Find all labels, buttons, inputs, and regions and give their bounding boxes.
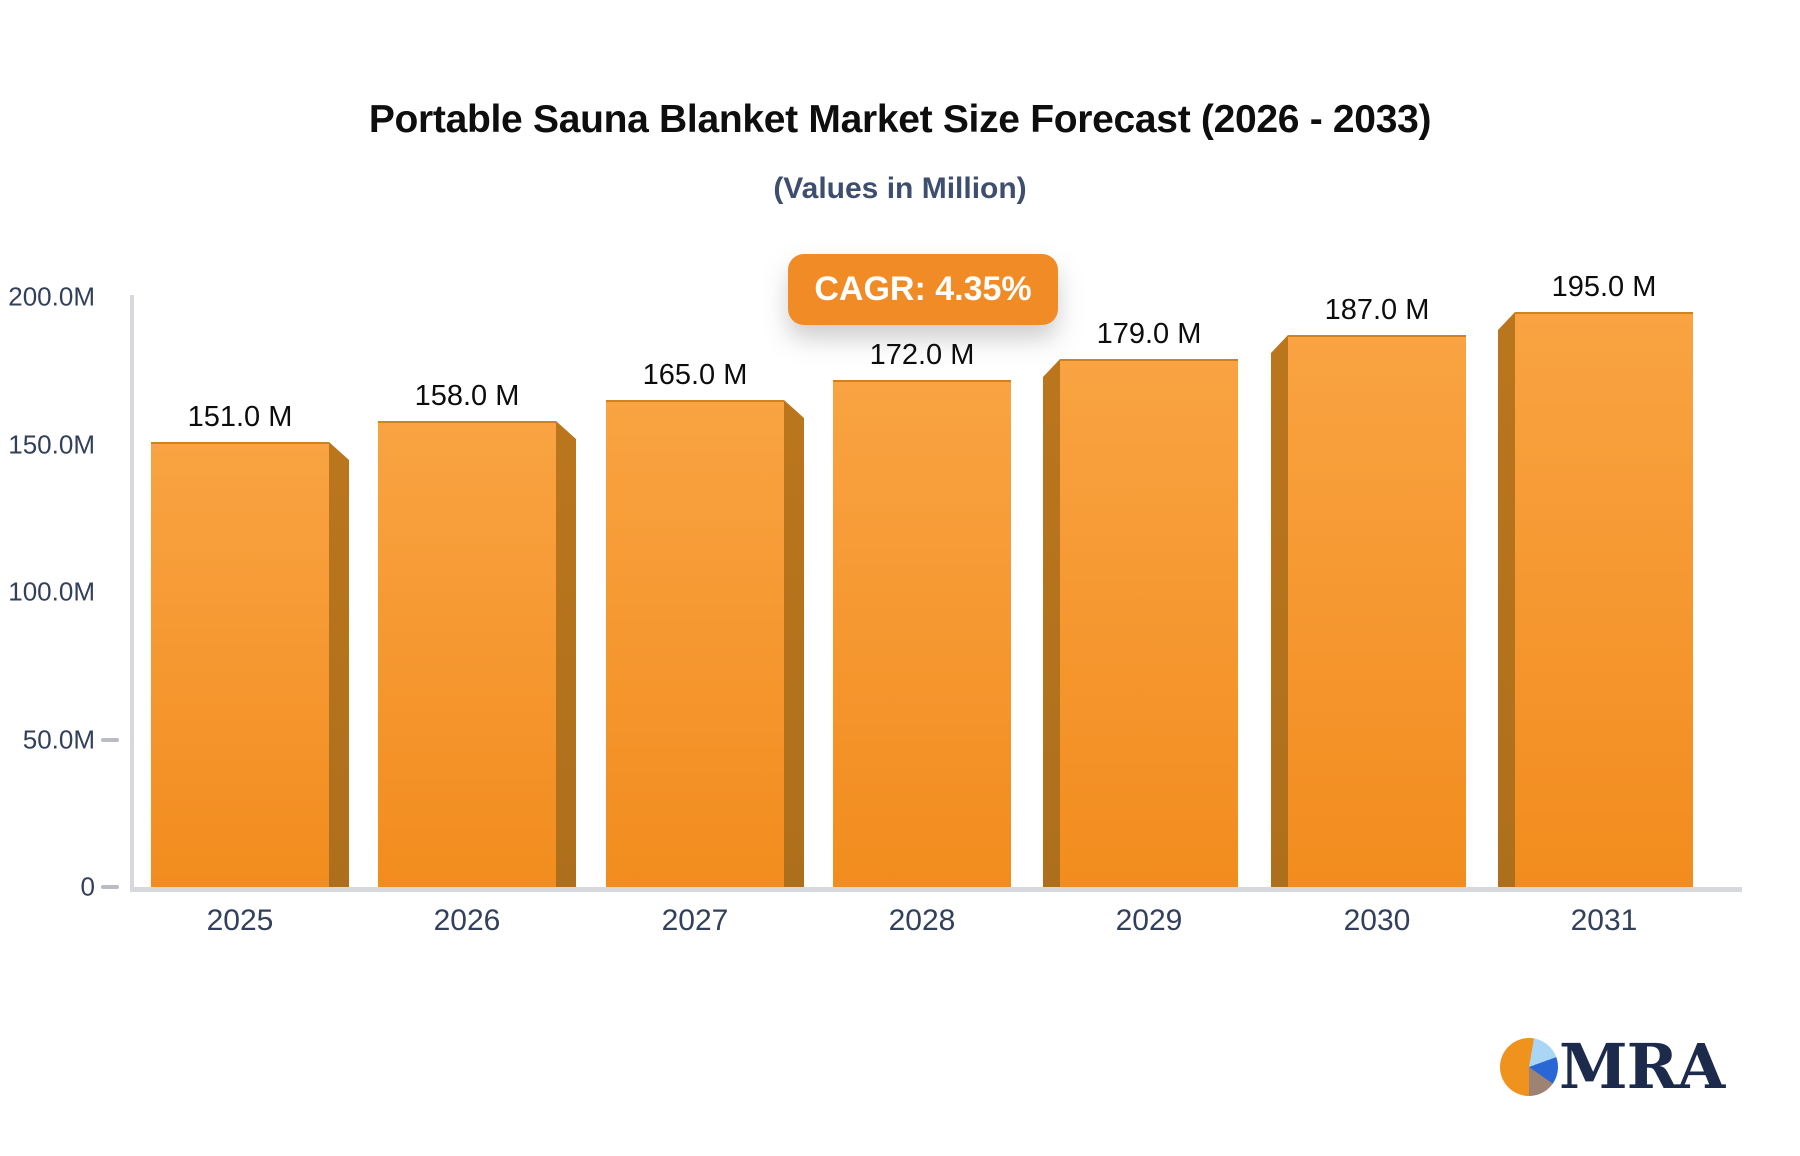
cagr-badge-label: CAGR: 4.35% [814, 270, 1032, 308]
bar-3d-side [784, 400, 804, 887]
bar [606, 400, 784, 887]
chart-title: Portable Sauna Blanket Market Size Forec… [368, 98, 1432, 141]
bar-value-label: 151.0 M [187, 401, 293, 433]
bar-3d-side [1498, 312, 1515, 887]
bar-value-label: 172.0 M [869, 339, 975, 371]
bar-3d-side [1271, 335, 1288, 887]
x-axis-label: 2030 [1343, 904, 1411, 937]
bar-value-label: 187.0 M [1324, 294, 1430, 326]
x-axis-label: 2028 [888, 904, 956, 937]
x-axis-label: 2031 [1570, 904, 1638, 937]
x-axis-label: 2026 [433, 904, 501, 937]
bar [1060, 359, 1238, 887]
bar-value-label: 195.0 M [1551, 271, 1657, 303]
mra-logo: MRA [1500, 1030, 1725, 1103]
x-axis-label: 2029 [1115, 904, 1183, 937]
bar-value-label: 165.0 M [642, 359, 748, 391]
logo-text: MRA [1559, 1030, 1725, 1103]
plot-area: 151.0 M 2025 158.0 M 2026 165.0 M 2027 1… [130, 271, 1742, 937]
y-axis-label: 200.0M [8, 281, 95, 312]
bar-3d-side [556, 421, 576, 887]
y-tick-dash [101, 885, 119, 889]
x-axis-label: 2025 [206, 904, 274, 937]
cagr-badge: CAGR: 4.35% [788, 254, 1058, 325]
bar [1288, 335, 1466, 887]
pie-chart-logo-icon [1500, 1038, 1558, 1096]
y-tick-dash [101, 738, 119, 742]
y-axis-label: 50.0M [22, 724, 95, 755]
bar [378, 421, 556, 887]
bar-3d-side [329, 442, 349, 887]
bar-value-label: 158.0 M [414, 380, 520, 412]
chart-subtitle: (Values in Million) [773, 172, 1027, 205]
y-axis-label: 100.0M [8, 576, 95, 607]
bar [1515, 312, 1693, 887]
x-axis-line [130, 887, 1742, 892]
y-axis-label: 150.0M [8, 429, 95, 460]
y-axis-line [130, 295, 134, 887]
bar [151, 442, 329, 887]
bar-3d-side [1043, 359, 1060, 887]
bar-value-label: 179.0 M [1096, 318, 1202, 350]
bar [833, 380, 1011, 887]
y-axis-label: 0 [80, 871, 95, 902]
x-axis-label: 2027 [661, 904, 729, 937]
